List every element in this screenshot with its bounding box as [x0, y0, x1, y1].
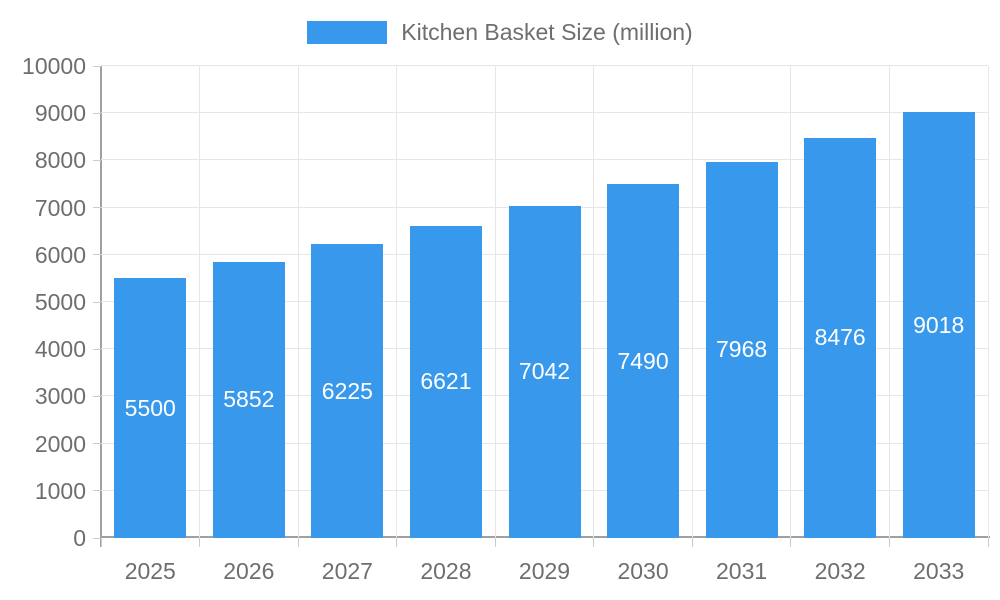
v-gridline: [494, 66, 496, 538]
x-axis-tick-label: 2032: [814, 558, 866, 584]
plot-area: 5500 5852 6225 6621 7042 7490 7968 8476 9018: [101, 65, 989, 538]
h-gridline: [101, 112, 988, 114]
x-axis-tick-label: 2030: [617, 558, 669, 584]
bar[interactable]: 7042: [508, 205, 581, 538]
y-axis-tick-label: 3000: [34, 383, 86, 410]
y-axis-tick-mark: [93, 490, 101, 492]
y-axis-tick-label: 5000: [34, 289, 86, 315]
bar[interactable]: 7490: [607, 184, 680, 538]
x-axis-tick-mark: [199, 538, 201, 547]
y-axis-tick-label: 7000: [34, 194, 86, 221]
bar-value-label: 5500: [124, 394, 176, 421]
y-axis-tick-label: 10000: [22, 53, 86, 79]
x-axis-tick-mark: [691, 538, 693, 547]
x-axis-tick-mark: [396, 538, 398, 547]
bar[interactable]: 8476: [804, 137, 877, 538]
y-axis-tick-mark: [93, 159, 101, 161]
y-axis-tick-mark: [93, 254, 101, 256]
y-axis-tick-label: 4000: [34, 336, 86, 363]
y-axis-tick-mark: [93, 537, 101, 539]
v-gridline: [888, 66, 890, 538]
x-axis-tick-mark: [888, 538, 890, 547]
y-axis-tick-mark: [93, 348, 101, 350]
bar-value-label: 5852: [223, 386, 275, 413]
bar[interactable]: 5852: [212, 261, 285, 538]
x-axis-tick-label: 2031: [716, 558, 768, 584]
h-gridline: [101, 65, 988, 66]
y-axis-tick-mark: [93, 443, 101, 445]
v-gridline: [987, 66, 989, 538]
x-axis-tick-label: 2033: [913, 558, 965, 584]
x-axis-tick-label: 2027: [321, 558, 373, 584]
x-axis-tick-mark: [494, 538, 496, 547]
y-axis-tick-label: 1000: [34, 477, 86, 504]
x-axis-tick-label: 2026: [223, 558, 275, 584]
x-axis-tick-mark: [790, 538, 792, 547]
v-gridline: [593, 66, 595, 538]
x-axis-tick-mark: [100, 538, 102, 547]
v-gridline: [691, 66, 693, 538]
y-axis-tick-label: 6000: [34, 241, 86, 268]
y-axis-tick-mark: [93, 112, 101, 114]
y-axis-line: [100, 66, 102, 547]
x-axis-tick-mark: [987, 538, 989, 547]
x-axis-tick-mark: [593, 538, 595, 547]
h-gridline: [101, 159, 988, 161]
legend-swatch: [307, 20, 388, 44]
legend-item[interactable]: Kitchen Basket Size (million): [0, 17, 1000, 47]
bar-value-label: 9018: [913, 311, 965, 338]
y-axis-tick-mark: [93, 301, 101, 303]
y-axis-tick-label: 9000: [34, 100, 86, 127]
y-axis-tick-label: 0: [73, 525, 86, 551]
legend-label: Kitchen Basket Size (million): [401, 18, 693, 45]
v-gridline: [790, 66, 792, 538]
bar-value-label: 7968: [716, 336, 768, 363]
bar-value-label: 7490: [617, 347, 669, 374]
bar[interactable]: 5500: [114, 278, 187, 538]
y-axis-tick-mark: [93, 65, 101, 67]
bar[interactable]: 6621: [409, 225, 482, 538]
y-axis-tick-mark: [93, 207, 101, 209]
y-axis-tick-label: 2000: [34, 430, 86, 457]
x-axis-tick-label: 2029: [518, 558, 571, 584]
v-gridline: [297, 66, 299, 538]
bar-value-label: 6225: [321, 377, 373, 404]
v-gridline: [396, 66, 398, 538]
bar[interactable]: 9018: [902, 112, 975, 538]
bar[interactable]: 6225: [311, 244, 384, 538]
bar-value-label: 8476: [814, 324, 866, 351]
bar[interactable]: 7968: [705, 161, 778, 538]
v-gridline: [199, 66, 201, 538]
y-axis-tick-mark: [93, 395, 101, 397]
x-axis-tick-label: 2025: [124, 558, 176, 584]
x-axis-tick-label: 2028: [420, 558, 472, 584]
x-axis-tick-mark: [297, 538, 299, 547]
bar-value-label: 6621: [420, 368, 472, 395]
y-axis-tick-label: 8000: [34, 147, 86, 174]
bar-value-label: 7042: [518, 358, 571, 385]
